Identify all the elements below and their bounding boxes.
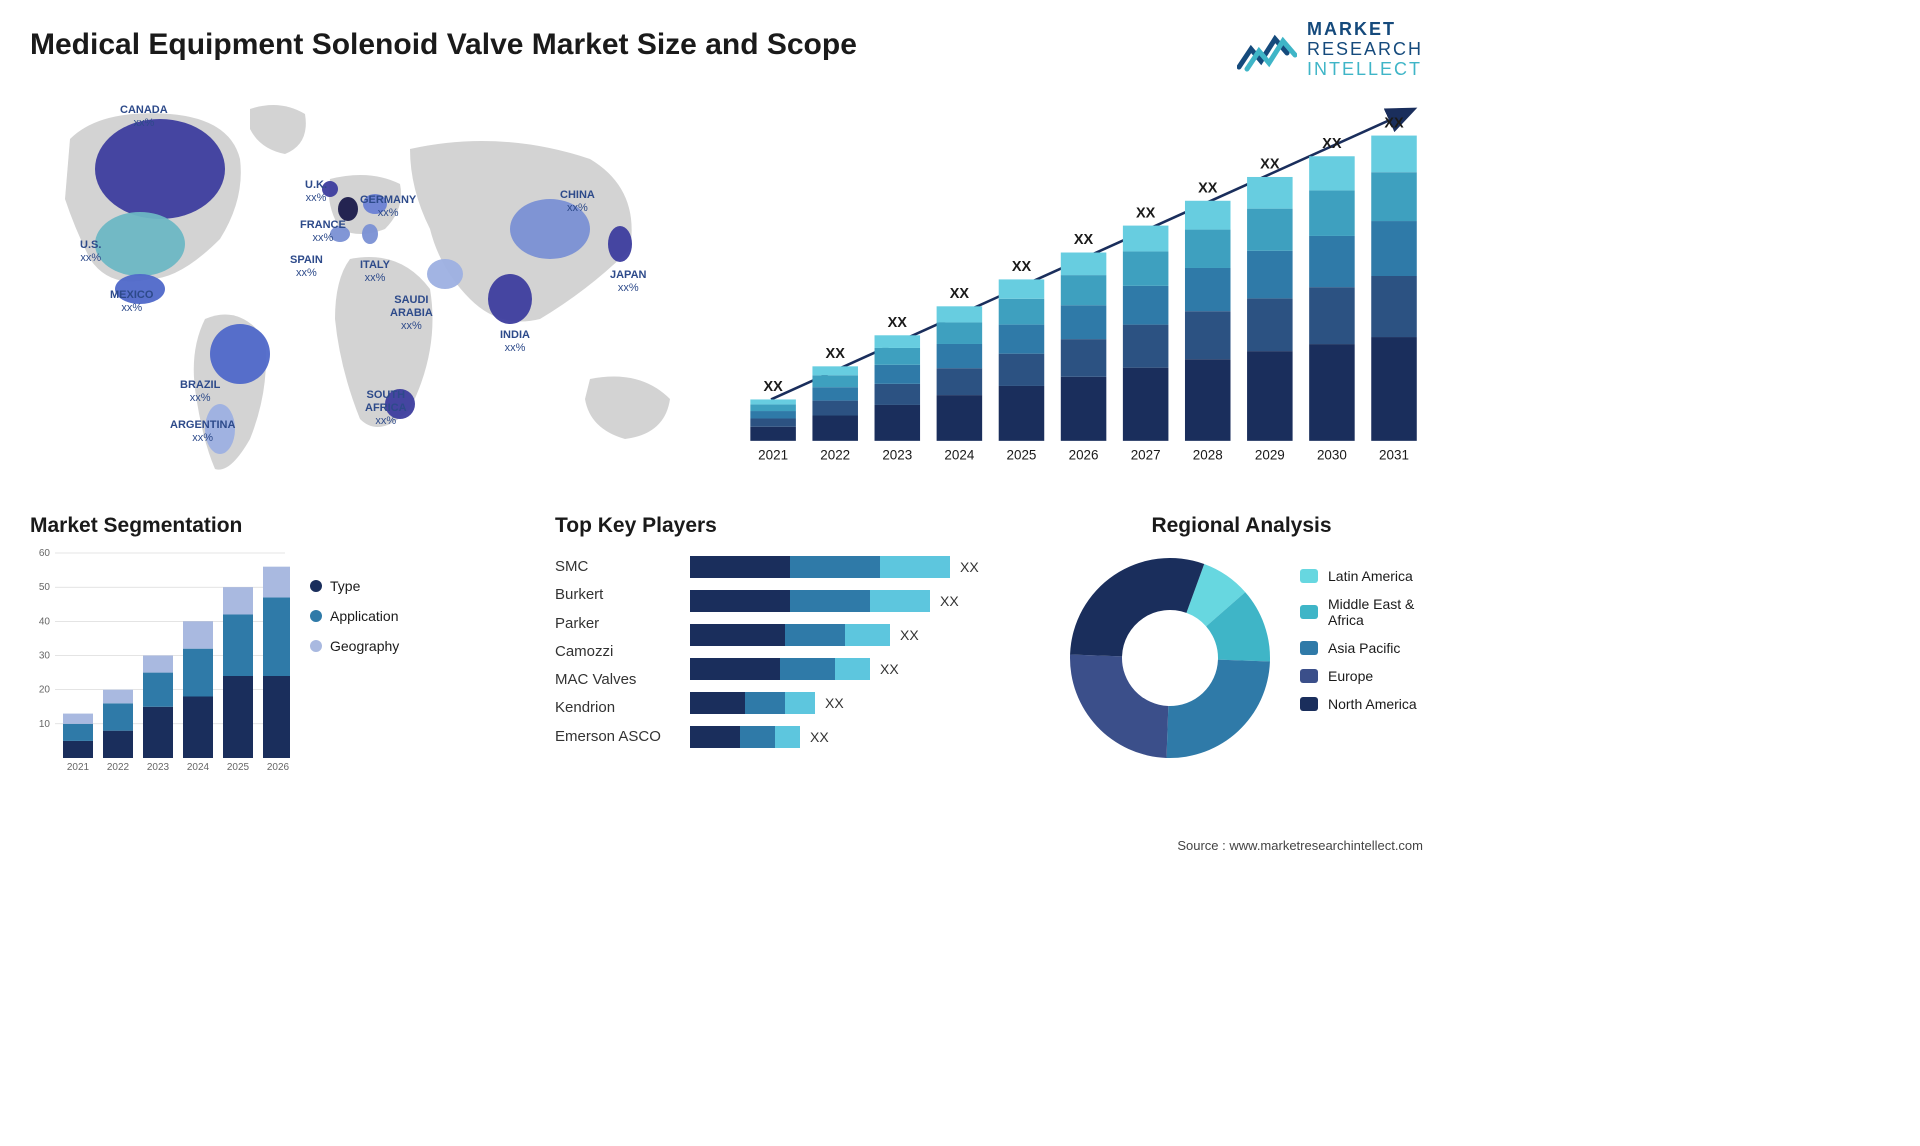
players-bars: XX XX XX XX XX XX xyxy=(690,548,1035,750)
player-name: Camozzi xyxy=(555,643,675,660)
legend-item: Geography xyxy=(310,638,399,654)
svg-text:2027: 2027 xyxy=(1131,448,1161,463)
player-name: Emerson ASCO xyxy=(555,728,675,745)
svg-text:XX: XX xyxy=(950,286,970,302)
map-label: SOUTHAFRICAxx% xyxy=(365,389,407,427)
player-name: Parker xyxy=(555,615,675,632)
player-bar-row: XX xyxy=(690,724,1035,750)
svg-text:2025: 2025 xyxy=(227,762,250,773)
svg-text:XX: XX xyxy=(826,346,846,362)
legend-item: Europe xyxy=(1300,668,1423,684)
svg-text:XX: XX xyxy=(763,380,783,396)
legend-item: Middle East & Africa xyxy=(1300,596,1423,628)
legend-item: Asia Pacific xyxy=(1300,640,1423,656)
svg-text:2022: 2022 xyxy=(107,762,130,773)
map-label: CHINAxx% xyxy=(560,189,595,214)
regional-title: Regional Analysis xyxy=(1060,514,1423,538)
header: Medical Equipment Solenoid Valve Market … xyxy=(30,20,1423,79)
logo-mark-icon xyxy=(1237,27,1297,73)
regional-donut xyxy=(1060,548,1280,804)
player-name: Burkert xyxy=(555,586,675,603)
svg-text:60: 60 xyxy=(39,548,51,559)
source-attribution: Source : www.marketresearchintellect.com xyxy=(1177,838,1423,853)
player-name: MAC Valves xyxy=(555,671,675,688)
map-label: FRANCExx% xyxy=(300,219,346,244)
svg-text:2024: 2024 xyxy=(187,762,210,773)
svg-text:20: 20 xyxy=(39,685,51,696)
map-label: JAPANxx% xyxy=(610,269,646,294)
map-label: BRAZILxx% xyxy=(180,379,220,404)
segmentation-panel: Market Segmentation 10 20 30 40 50 60 2021 2022… xyxy=(30,514,530,804)
svg-text:2022: 2022 xyxy=(820,448,850,463)
player-bar-row: XX xyxy=(690,656,1035,682)
svg-text:2023: 2023 xyxy=(882,448,912,463)
segmentation-legend: Type Application Geography xyxy=(310,548,399,804)
svg-text:XX: XX xyxy=(888,315,908,331)
svg-text:2026: 2026 xyxy=(1069,448,1099,463)
regional-legend: Latin America Middle East & Africa Asia Pa… xyxy=(1300,548,1423,804)
map-label: MEXICOxx% xyxy=(110,289,153,314)
regional-panel: Regional Analysis Latin America Middle Ea… xyxy=(1060,514,1423,804)
svg-text:2028: 2028 xyxy=(1193,448,1223,463)
svg-text:2030: 2030 xyxy=(1317,448,1347,463)
svg-text:2021: 2021 xyxy=(758,448,788,463)
segmentation-title: Market Segmentation xyxy=(30,514,530,538)
map-label: U.K.xx% xyxy=(305,179,327,204)
segmentation-chart: 10 20 30 40 50 60 2021 2022 2023 2024 2025 2026 xyxy=(30,548,290,804)
svg-text:XX: XX xyxy=(1074,233,1094,249)
map-label: ARGENTINAxx% xyxy=(170,419,235,444)
brand-logo: MARKET RESEARCH INTELLECT xyxy=(1237,20,1423,79)
map-label: CANADAxx% xyxy=(120,104,168,129)
growth-bar-chart: XX 2021 XX 2022 XX 2023 XX 2024 XX 2025 XX 2026 XX 20… xyxy=(740,89,1423,472)
svg-text:XX: XX xyxy=(1136,206,1156,222)
svg-text:XX: XX xyxy=(1260,157,1280,173)
key-players-panel: Top Key Players SMC Burkert Parker Camozzi M… xyxy=(555,514,1035,804)
svg-text:2021: 2021 xyxy=(67,762,90,773)
world-map-panel: CANADAxx% U.S.xx% MEXICOxx% BRAZILxx% ARGENT… xyxy=(30,89,710,489)
map-label: INDIAxx% xyxy=(500,329,530,354)
svg-text:2026: 2026 xyxy=(267,762,290,773)
svg-text:2029: 2029 xyxy=(1255,448,1285,463)
logo-text: MARKET RESEARCH INTELLECT xyxy=(1307,20,1423,79)
player-name: Kendrion xyxy=(555,699,675,716)
players-list: SMC Burkert Parker Camozzi MAC Valves Kendrio… xyxy=(555,548,675,750)
svg-text:30: 30 xyxy=(39,651,51,662)
legend-item: Latin America xyxy=(1300,568,1423,584)
legend-item: Type xyxy=(310,578,399,594)
svg-text:50: 50 xyxy=(39,583,51,594)
player-bar-row: XX xyxy=(690,588,1035,614)
svg-text:XX: XX xyxy=(1322,136,1342,152)
players-title: Top Key Players xyxy=(555,514,1035,538)
page-title: Medical Equipment Solenoid Valve Market … xyxy=(30,20,857,62)
svg-text:2031: 2031 xyxy=(1379,448,1409,463)
player-bar-row: XX xyxy=(690,622,1035,648)
legend-item: Application xyxy=(310,608,399,624)
map-label: SPAINxx% xyxy=(290,254,323,279)
svg-text:10: 10 xyxy=(39,719,51,730)
map-label: U.S.xx% xyxy=(80,239,101,264)
svg-text:XX: XX xyxy=(1012,260,1032,276)
svg-text:40: 40 xyxy=(39,617,51,628)
player-bar-row: XX xyxy=(690,554,1035,580)
player-name: SMC xyxy=(555,558,675,575)
map-label: GERMANYxx% xyxy=(360,194,416,219)
growth-chart-panel: XX 2021 XX 2022 XX 2023 XX 2024 XX 2025 XX 2026 XX 20… xyxy=(740,89,1423,489)
map-label: SAUDIARABIAxx% xyxy=(390,294,433,332)
svg-text:2025: 2025 xyxy=(1007,448,1037,463)
svg-text:XX: XX xyxy=(1384,116,1404,132)
legend-item: North America xyxy=(1300,696,1423,712)
svg-text:XX: XX xyxy=(1198,181,1218,197)
svg-text:2023: 2023 xyxy=(147,762,170,773)
player-bar-row: XX xyxy=(690,690,1035,716)
svg-text:2024: 2024 xyxy=(944,448,974,463)
map-label: ITALYxx% xyxy=(360,259,390,284)
